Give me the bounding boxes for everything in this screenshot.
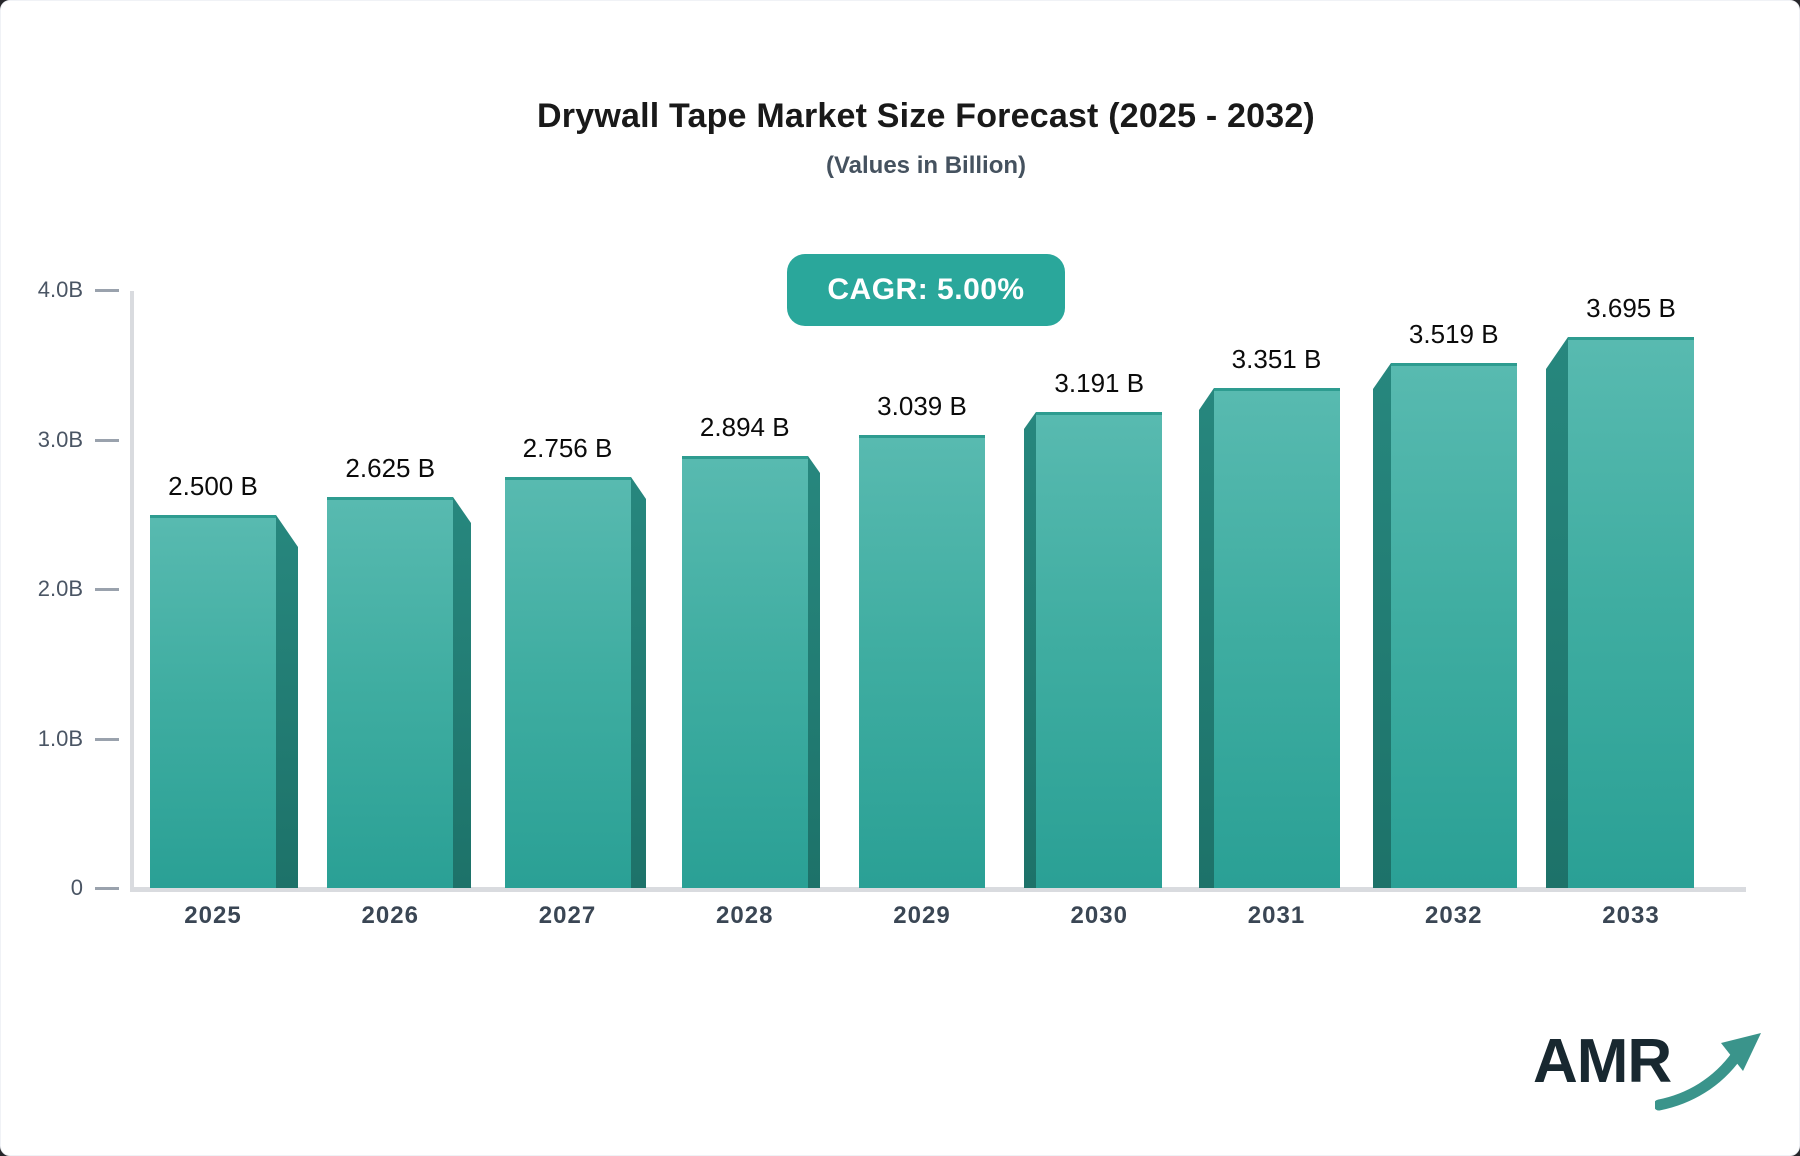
x-axis-label-2026: 2026 bbox=[361, 902, 419, 929]
x-axis-label-2030: 2030 bbox=[1070, 902, 1128, 929]
x-axis-baseline bbox=[130, 887, 1746, 892]
x-axis-label-2032: 2032 bbox=[1425, 902, 1483, 929]
x-axis-label-2025: 2025 bbox=[184, 902, 242, 929]
chart-subtitle: (Values in Billion) bbox=[825, 152, 1027, 179]
y-tick-label: 4.0B bbox=[37, 277, 83, 302]
amr-logo: AMR bbox=[1533, 1031, 1767, 1113]
bar-value-label-2028: 2.894 B bbox=[699, 412, 790, 442]
amr-logo-text: AMR bbox=[1533, 1027, 1672, 1096]
x-axis-label-2033: 2033 bbox=[1602, 902, 1660, 929]
y-tick-dash bbox=[95, 439, 119, 442]
bar-side-2033 bbox=[1546, 337, 1568, 888]
bar-2027 bbox=[505, 477, 631, 888]
x-axis-label-2027: 2027 bbox=[538, 902, 597, 929]
bar-2025 bbox=[150, 515, 276, 888]
bar-2031 bbox=[1214, 388, 1340, 888]
bar-2032 bbox=[1391, 363, 1517, 888]
bar-side-2026 bbox=[453, 497, 471, 888]
bar-2026 bbox=[327, 497, 453, 888]
y-tick-dash bbox=[95, 289, 119, 292]
chart-title: Drywall Tape Market Size Forecast (2025 … bbox=[537, 97, 1315, 135]
bar-value-label-2032: 3.519 B bbox=[1408, 319, 1499, 349]
bar-side-2032 bbox=[1373, 363, 1391, 888]
y-tick-dash bbox=[95, 588, 119, 591]
x-axis-label-2031: 2031 bbox=[1247, 902, 1306, 929]
bar-value-label-2026: 2.625 B bbox=[345, 453, 436, 483]
bar-value-label-2025: 2.500 B bbox=[168, 471, 258, 501]
bar-value-label-2029: 3.039 B bbox=[877, 391, 967, 421]
bar-value-label-2030: 3.191 B bbox=[1054, 368, 1145, 398]
bar-2033 bbox=[1568, 337, 1694, 888]
y-tick-label: 0 bbox=[70, 875, 83, 900]
amr-logo-arrow-icon bbox=[1655, 1033, 1762, 1111]
bar-2028 bbox=[682, 456, 808, 888]
y-tick-dash bbox=[95, 887, 119, 890]
bar-side-2027 bbox=[631, 477, 646, 888]
bar-2030 bbox=[1036, 412, 1162, 888]
y-tick-dash bbox=[95, 738, 119, 741]
bar-side-2031 bbox=[1199, 388, 1214, 888]
bar-value-label-2027: 2.756 B bbox=[522, 433, 613, 463]
x-axis-label-2028: 2028 bbox=[716, 902, 774, 929]
bar-2029 bbox=[859, 435, 985, 888]
bar-side-2025 bbox=[276, 515, 298, 888]
bar-value-label-2033: 3.695 B bbox=[1586, 293, 1676, 323]
bar-side-2028 bbox=[808, 456, 820, 888]
y-axis-line bbox=[130, 291, 134, 892]
bar-side-2030 bbox=[1024, 412, 1036, 888]
chart-header: Drywall Tape Market Size Forecast (2025 … bbox=[56, 1, 1796, 180]
bar-value-label-2031: 3.351 B bbox=[1231, 344, 1322, 374]
y-tick-label: 2.0B bbox=[37, 576, 83, 601]
y-tick-label: 1.0B bbox=[37, 726, 83, 751]
cagr-badge: CAGR: 5.00% bbox=[787, 254, 1065, 326]
y-tick-label: 3.0B bbox=[37, 427, 83, 452]
x-axis-label-2029: 2029 bbox=[893, 902, 951, 929]
